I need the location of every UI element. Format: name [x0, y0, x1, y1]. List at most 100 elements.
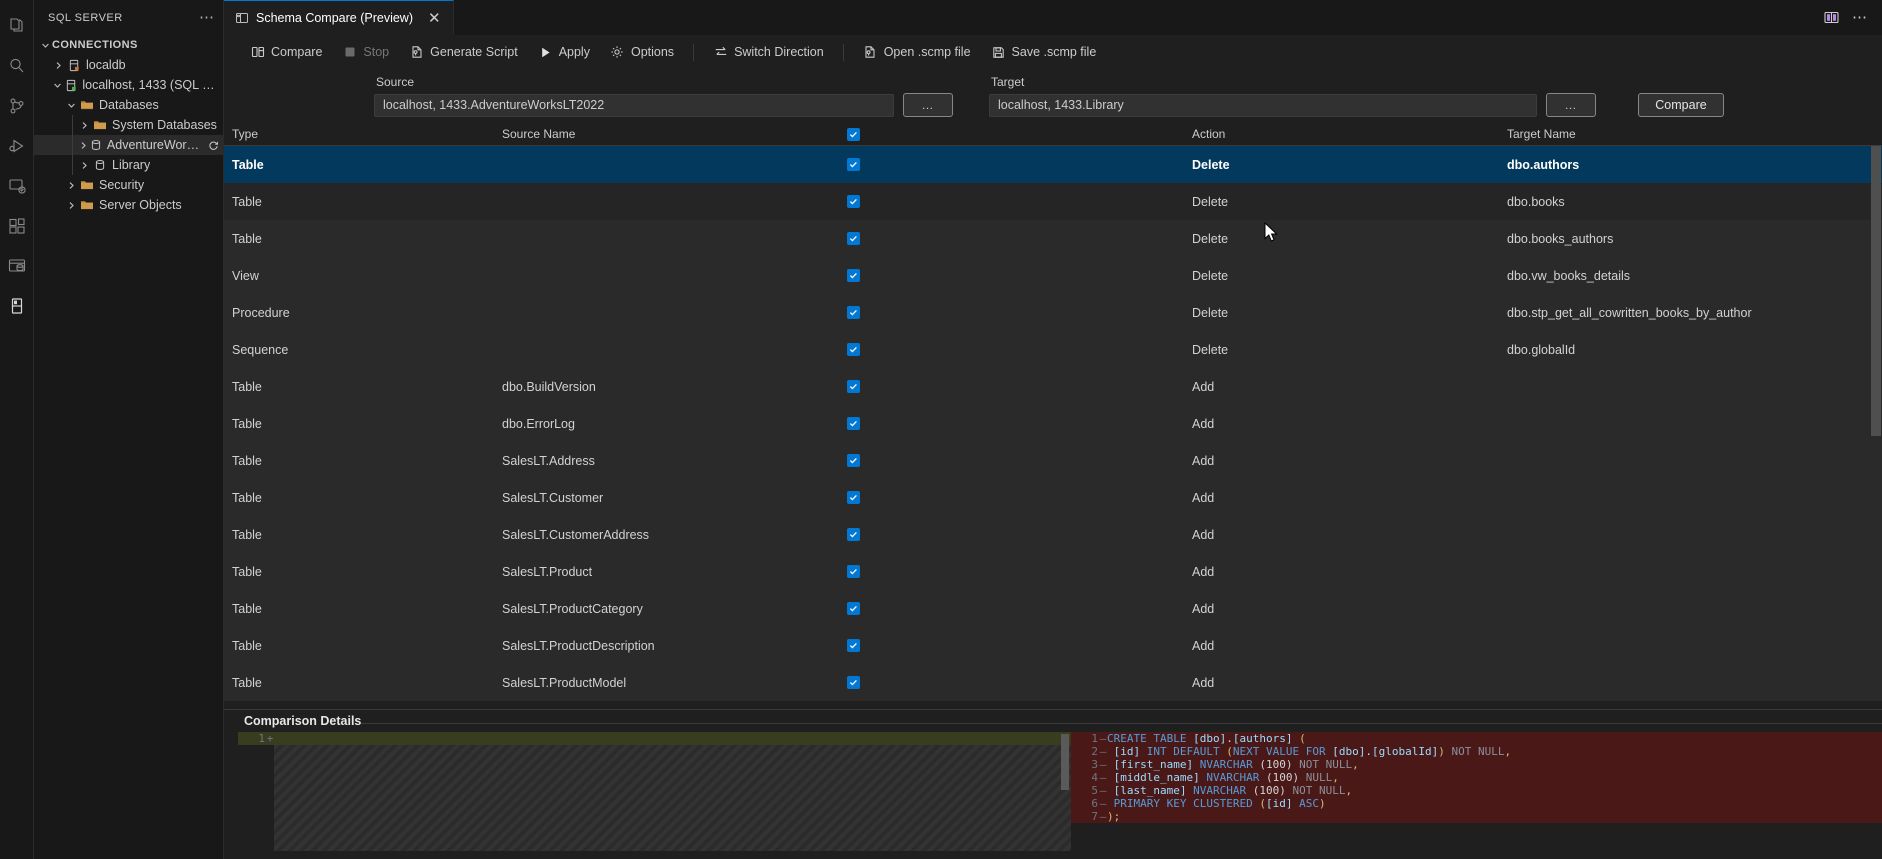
column-header-source-name[interactable]: Source Name [502, 127, 576, 141]
include-checkbox[interactable] [847, 195, 860, 208]
target-input[interactable]: localhost, 1433.Library [989, 93, 1537, 117]
refresh-icon[interactable] [208, 140, 219, 151]
open-scmp-toolbar-button[interactable]: Open .scmp file [853, 40, 981, 64]
cell-include[interactable] [847, 528, 1192, 541]
grid-scrollbar-thumb[interactable] [1871, 146, 1881, 436]
cell-include[interactable] [847, 602, 1192, 615]
chevron-right-icon[interactable] [52, 55, 65, 75]
cell-include[interactable] [847, 639, 1192, 652]
table-row[interactable]: Table SalesLT.Product Add [224, 553, 1882, 590]
include-checkbox[interactable] [847, 269, 860, 282]
compare-button[interactable]: Compare [1638, 93, 1724, 117]
explorer-icon[interactable] [0, 6, 34, 46]
source-browse-button[interactable]: … [903, 93, 953, 117]
table-row[interactable]: Table Delete dbo.books_authors [224, 220, 1882, 257]
switch-direction-toolbar-button[interactable]: Switch Direction [703, 40, 834, 64]
grid-scrollbar[interactable] [1870, 146, 1882, 709]
cell-include[interactable] [847, 269, 1192, 282]
table-row[interactable]: Table SalesLT.ProductCategory Add [224, 590, 1882, 627]
include-checkbox[interactable] [847, 343, 860, 356]
target-browse-button[interactable]: … [1546, 93, 1596, 117]
diff-left-pane[interactable]: 1 + [238, 732, 1071, 854]
tree-item-system-databases[interactable]: System Databases [34, 115, 223, 135]
chevron-down-icon[interactable] [65, 95, 78, 115]
table-row[interactable]: Procedure Delete dbo.stp_get_all_cowritt… [224, 294, 1882, 331]
cell-include[interactable] [847, 380, 1192, 393]
apply-toolbar-button[interactable]: Apply [528, 40, 600, 64]
chevron-down-icon[interactable] [52, 75, 63, 95]
include-checkbox[interactable] [847, 306, 860, 319]
cell-include[interactable] [847, 195, 1192, 208]
include-checkbox[interactable] [847, 528, 860, 541]
include-checkbox[interactable] [847, 602, 860, 615]
diff-right-pane[interactable]: 1 – CREATE TABLE [dbo].[authors] ( 2 – [… [1071, 732, 1882, 854]
sql-server-icon[interactable] [0, 286, 34, 326]
include-checkbox[interactable] [847, 491, 860, 504]
include-checkbox[interactable] [847, 676, 860, 689]
generate-script-toolbar-button[interactable]: Generate Script [399, 40, 528, 64]
split-editor-icon[interactable] [1819, 6, 1844, 29]
column-header-action[interactable]: Action [1192, 127, 1226, 141]
database-projects-icon[interactable] [0, 246, 34, 286]
table-row[interactable]: Table SalesLT.Customer Add [224, 479, 1882, 516]
diff-left-scrollbar-thumb[interactable] [1061, 734, 1069, 790]
chevron-down-icon[interactable] [39, 35, 52, 55]
tree-item-databases[interactable]: Databases [34, 95, 223, 115]
cell-include[interactable] [847, 565, 1192, 578]
cell-include[interactable] [847, 676, 1192, 689]
cell-include[interactable] [847, 343, 1192, 356]
include-checkbox[interactable] [847, 232, 860, 245]
source-input[interactable]: localhost, 1433.AdventureWorksLT2022 [374, 93, 894, 117]
include-checkbox[interactable] [847, 565, 860, 578]
cell-include[interactable] [847, 454, 1192, 467]
save-scmp-toolbar-button[interactable]: Save .scmp file [981, 40, 1107, 64]
table-row[interactable]: Table Delete dbo.books [224, 183, 1882, 220]
run-debug-icon[interactable] [0, 126, 34, 166]
table-row[interactable]: Table dbo.ErrorLog Add [224, 405, 1882, 442]
include-checkbox[interactable] [847, 380, 860, 393]
tree-item-adventureworkslt[interactable]: AdventureWorksLT... [34, 135, 223, 155]
cell-include[interactable] [847, 417, 1192, 430]
table-row[interactable]: Table SalesLT.ProductModel Add [224, 664, 1882, 701]
include-checkbox[interactable] [847, 639, 860, 652]
table-row[interactable]: View Delete dbo.vw_books_details [224, 257, 1882, 294]
cell-include[interactable] [847, 491, 1192, 504]
table-row[interactable]: Table SalesLT.CustomerAddress Add [224, 516, 1882, 553]
include-checkbox[interactable] [847, 158, 860, 171]
source-control-icon[interactable] [0, 86, 34, 126]
cell-include[interactable] [847, 306, 1192, 319]
table-row[interactable]: Table SalesLT.Address Add [224, 442, 1882, 479]
sidebar-more-actions-icon[interactable]: ⋯ [199, 8, 215, 26]
compare-toolbar-button[interactable]: Compare [240, 40, 332, 64]
tree-section-connections[interactable]: CONNECTIONS [34, 35, 223, 55]
options-toolbar-button[interactable]: Options [600, 40, 684, 64]
cell-include[interactable] [847, 232, 1192, 245]
table-row[interactable]: Table Delete dbo.authors [224, 146, 1882, 183]
table-row[interactable]: Sequence Delete dbo.globalId [224, 331, 1882, 368]
chevron-right-icon[interactable] [78, 135, 89, 155]
table-row[interactable]: Table dbo.BuildVersion Add [224, 368, 1882, 405]
tab-schema-compare[interactable]: Schema Compare (Preview) ✕ [224, 0, 454, 35]
cell-include[interactable] [847, 158, 1192, 171]
tree-item-localhost[interactable]: localhost, 1433 (SQL Serv... [34, 75, 223, 95]
extensions-icon[interactable] [0, 206, 34, 246]
close-icon[interactable]: ✕ [428, 9, 441, 27]
chevron-right-icon[interactable] [78, 115, 91, 135]
more-actions-icon[interactable]: ⋯ [1852, 8, 1868, 26]
chevron-right-icon[interactable] [65, 175, 78, 195]
include-all-checkbox[interactable] [847, 127, 860, 141]
tree-item-library[interactable]: Library [34, 155, 223, 175]
chevron-right-icon[interactable] [78, 155, 91, 175]
include-checkbox[interactable] [847, 417, 860, 430]
table-row[interactable]: Table SalesLT.ProductDescription Add [224, 627, 1882, 664]
tree-item-localdb[interactable]: localdb [34, 55, 223, 75]
column-header-type[interactable]: Type [232, 127, 259, 141]
remote-explorer-icon[interactable] [0, 166, 34, 206]
tree-item-server-objects[interactable]: Server Objects [34, 195, 223, 215]
column-header-target-name[interactable]: Target Name [1507, 127, 1576, 141]
column-header-include[interactable] [847, 127, 1192, 141]
tree-item-security[interactable]: Security [34, 175, 223, 195]
include-checkbox[interactable] [847, 454, 860, 467]
search-icon[interactable] [0, 46, 34, 86]
chevron-right-icon[interactable] [65, 195, 78, 215]
